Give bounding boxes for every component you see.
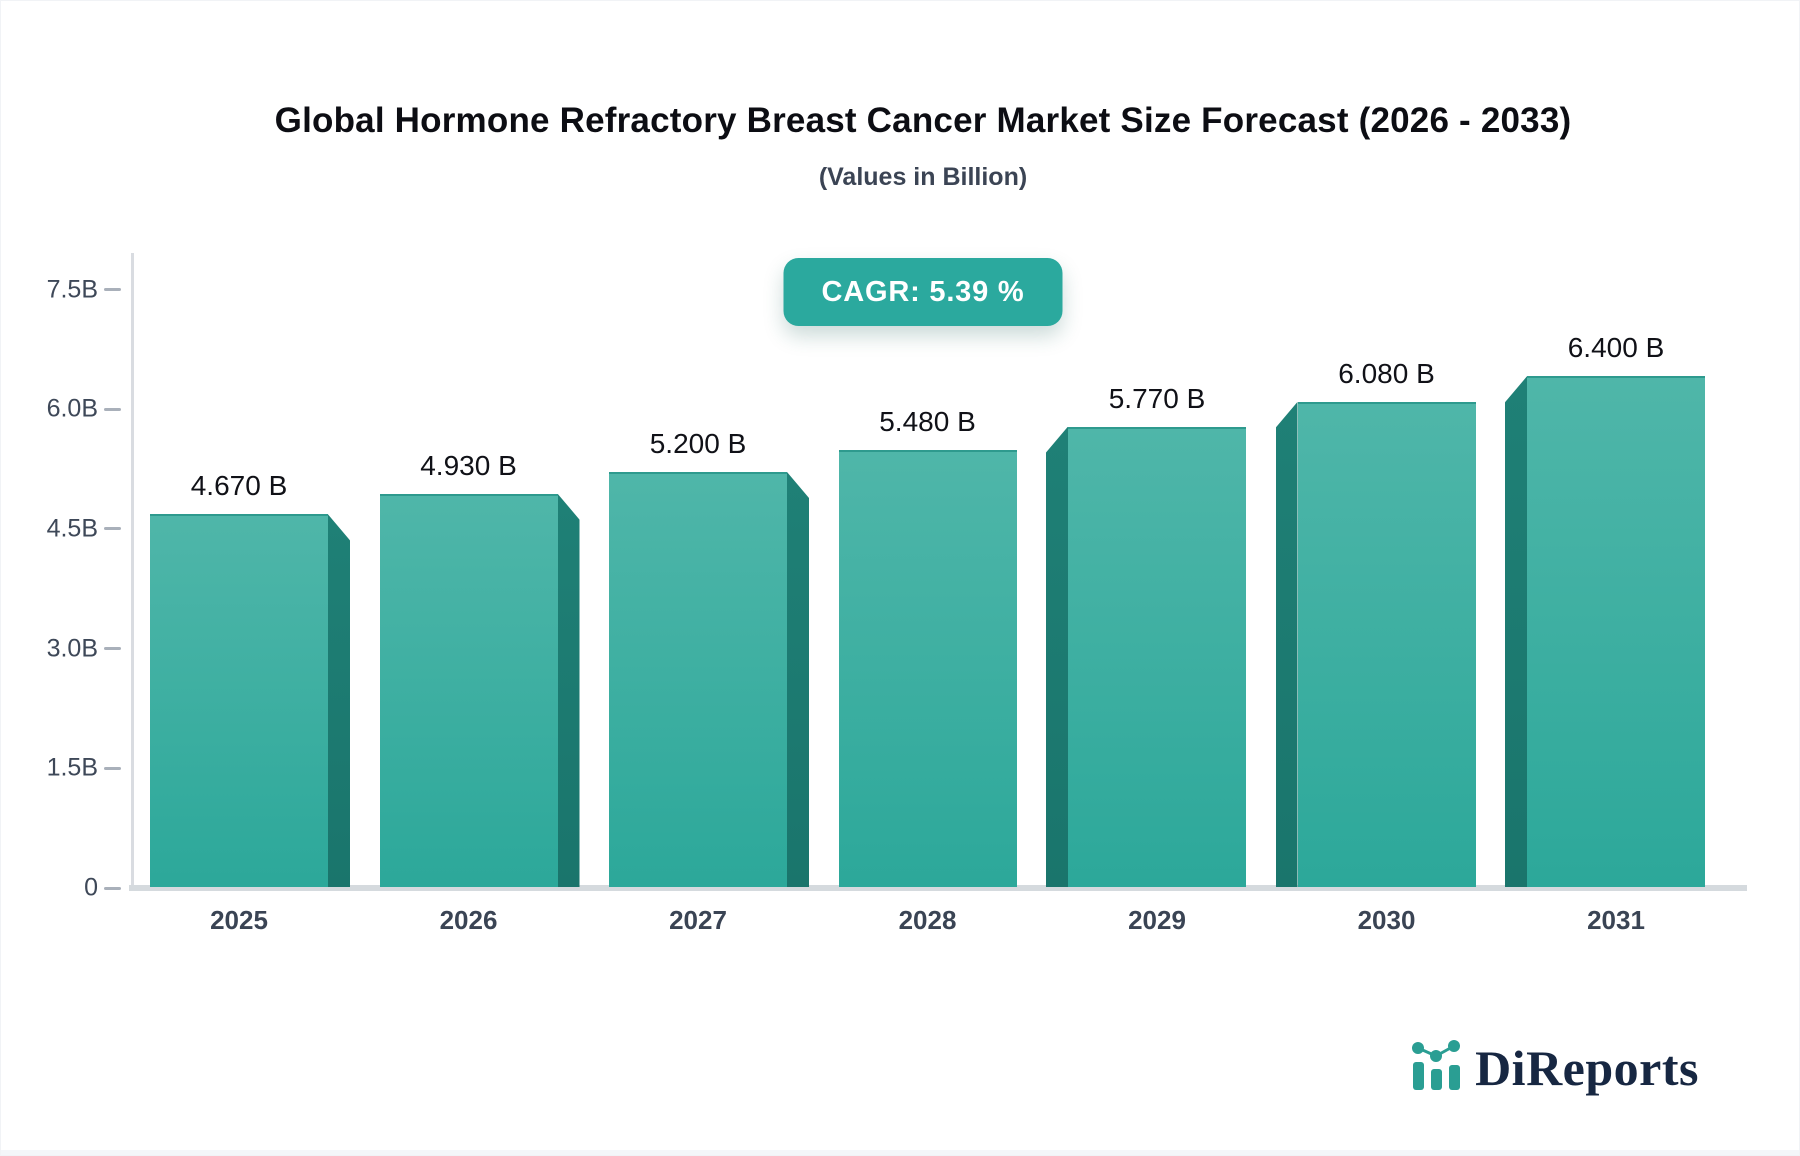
y-tick-dash — [104, 886, 121, 890]
bar-value-label: 5.770 B — [1108, 382, 1206, 414]
y-tick-label: 3.0B — [46, 634, 98, 663]
bar-3d-side — [1505, 376, 1527, 887]
bar-3d-side — [787, 472, 809, 887]
brand-name: DiReports — [1475, 1040, 1699, 1096]
bar-3d-side — [1275, 401, 1298, 887]
x-tick-label: 2031 — [1587, 905, 1645, 935]
y-tick-label: 7.5B — [46, 275, 98, 303]
y-tick-label: 6.0B — [46, 394, 98, 423]
bar — [379, 493, 558, 887]
y-tick-label: 0 — [84, 873, 98, 902]
bar — [1297, 401, 1476, 887]
x-baseline — [129, 885, 1747, 891]
x-tick-label: 2030 — [1357, 905, 1416, 935]
bar — [838, 449, 1017, 887]
bar-value-label: 5.480 B — [879, 405, 976, 437]
bar-value-label: 4.670 B — [190, 470, 288, 502]
bar — [1068, 426, 1246, 887]
y-tick-dash — [104, 527, 121, 531]
bar — [1527, 376, 1705, 887]
bar-3d-side — [557, 493, 580, 887]
y-tick-dash — [104, 407, 121, 411]
x-tick-label: 2026 — [439, 905, 498, 935]
x-tick-label: 2029 — [1128, 905, 1186, 935]
y-tick-dash — [104, 766, 121, 770]
y-tick-label: 4.5B — [46, 514, 98, 543]
bar-value-label: 4.930 B — [420, 449, 517, 481]
chart-subtitle: (Values in Billion) — [818, 163, 1028, 191]
x-tick-label: 2028 — [898, 905, 957, 935]
cagr-badge-label: CAGR: 5.39 % — [821, 275, 1025, 308]
y-tick-dash — [104, 647, 121, 651]
x-tick-label: 2027 — [669, 905, 727, 935]
chart-title: Global Hormone Refractory Breast Cancer … — [274, 101, 1572, 140]
bar — [150, 514, 328, 887]
bar-3d-side — [328, 514, 350, 887]
bar-value-label: 6.400 B — [1567, 332, 1665, 364]
brand-logo: DiReports — [1405, 1035, 1699, 1093]
x-tick-label: 2025 — [210, 905, 268, 935]
y-axis-line — [131, 253, 134, 885]
bar-chart-logo-icon — [1412, 1040, 1461, 1090]
bar — [609, 472, 787, 887]
y-tick-label: 1.5B — [46, 753, 98, 782]
bar-3d-side — [1046, 426, 1068, 887]
card-bottom-edge — [1, 1150, 1799, 1155]
y-tick-dash — [104, 288, 121, 291]
bar-value-label: 5.200 B — [649, 428, 747, 460]
bar-value-label: 6.080 B — [1338, 357, 1435, 389]
cagr-badge: CAGR: 5.39 % — [783, 258, 1063, 326]
